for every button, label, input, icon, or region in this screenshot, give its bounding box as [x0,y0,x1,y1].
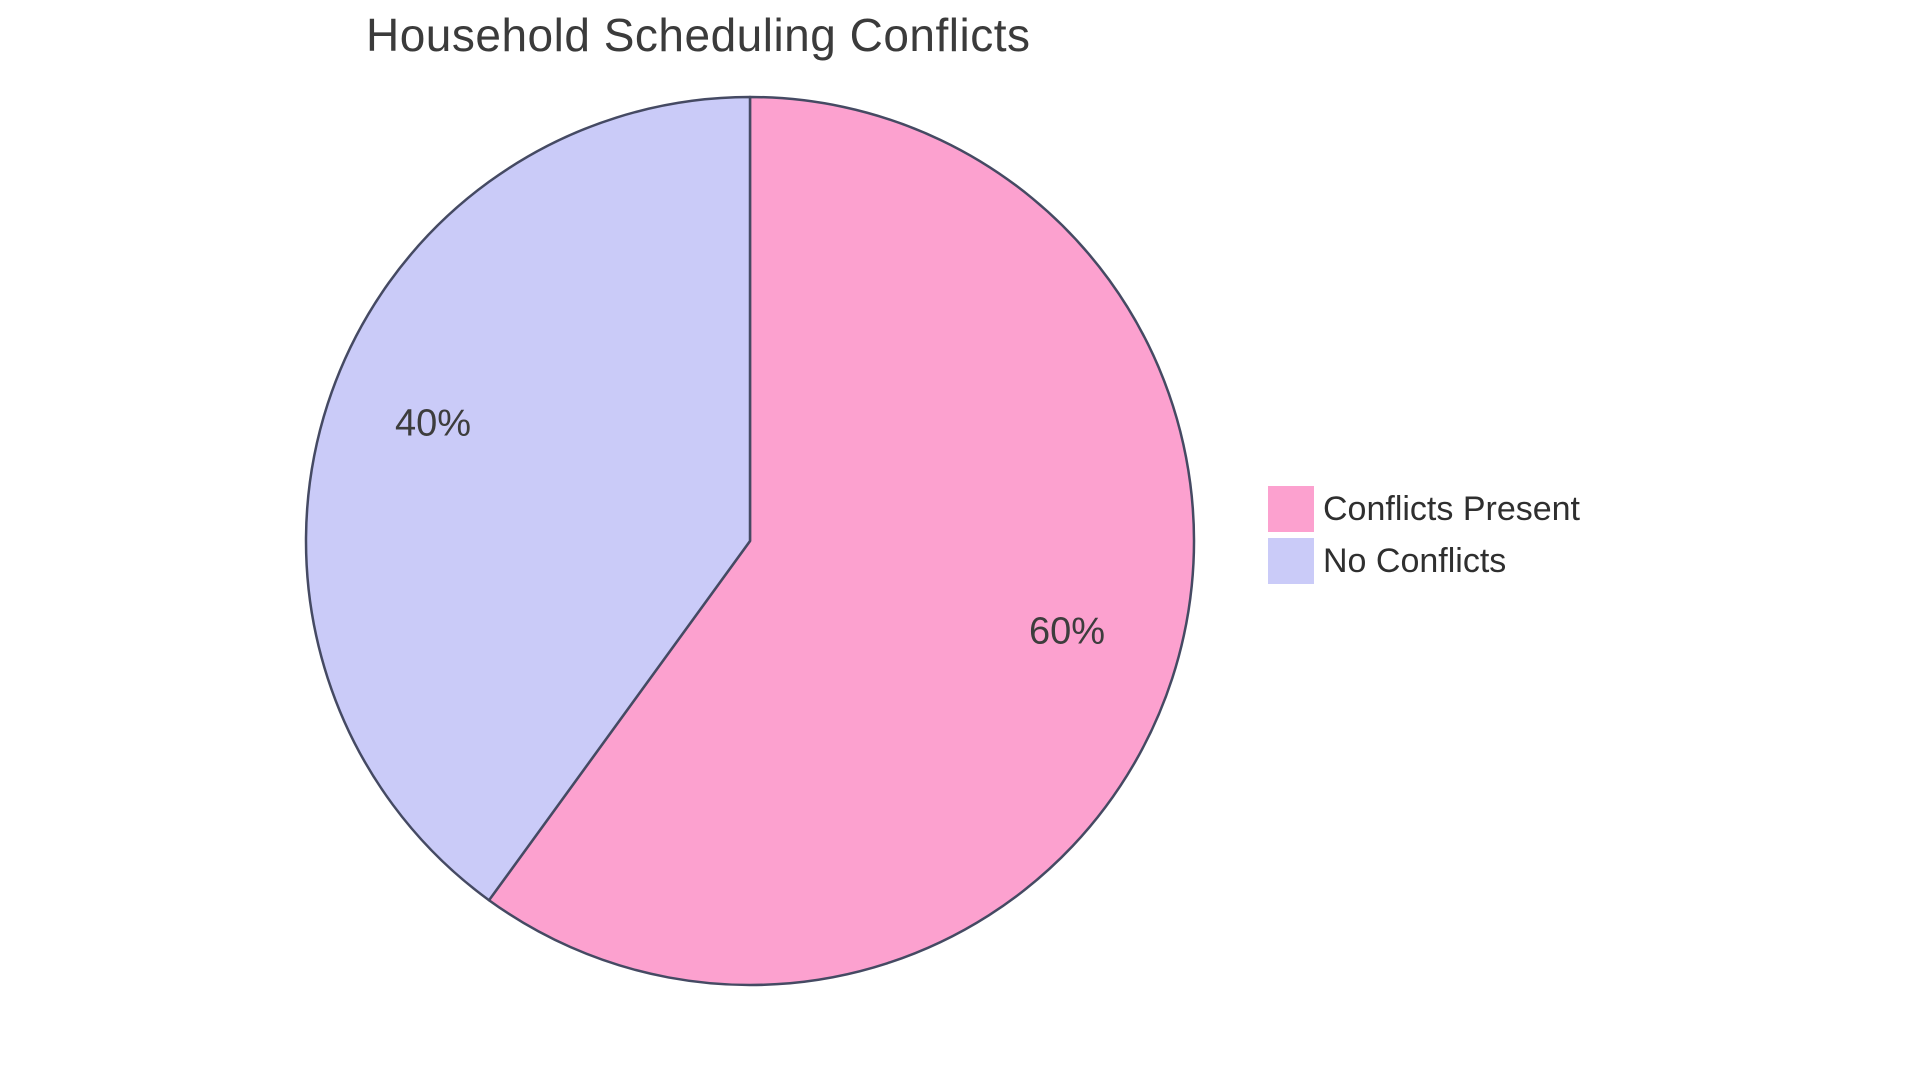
legend-item-no-conflicts[interactable]: No Conflicts [1268,538,1580,584]
pie-slice-conflicts-present [487,95,1196,987]
legend-label-conflicts-present: Conflicts Present [1323,489,1580,528]
legend: Conflicts Present No Conflicts [1268,486,1580,590]
legend-swatch-no-conflicts-icon [1268,538,1314,584]
pie-slice-no-conflicts [304,95,752,902]
slice-value-label-no-conflicts: 40% [394,402,472,445]
legend-label-no-conflicts: No Conflicts [1323,541,1507,580]
slice-value-label-conflicts-present: 60% [1028,610,1106,653]
legend-swatch-conflicts-present-icon [1268,486,1314,532]
legend-item-conflicts-present[interactable]: Conflicts Present [1268,486,1580,532]
chart-title: Household Scheduling Conflicts [366,9,1031,61]
